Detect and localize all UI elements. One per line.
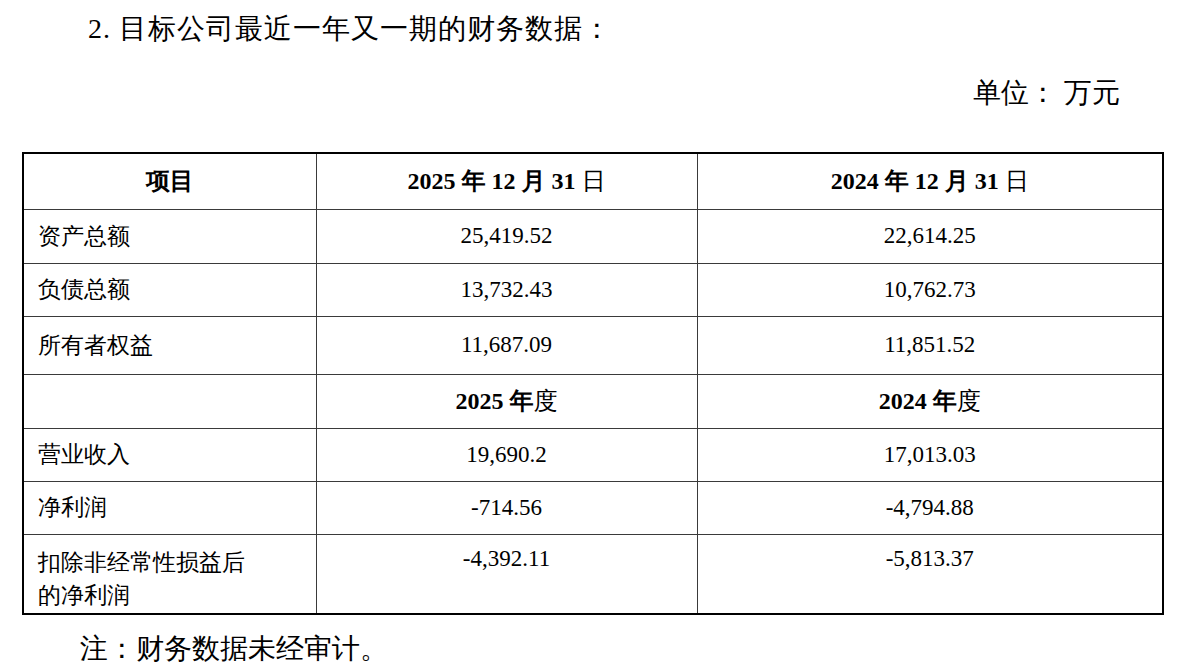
value-2024: -5,813.37: [697, 534, 1163, 614]
period-2024-cell: 2024 年度: [697, 374, 1163, 428]
header-date-2025-bold: 2025 年 12 月 31: [408, 168, 576, 194]
value-2024: -4,794.88: [697, 481, 1163, 534]
table-row-net-profit-excl-nonrecurring: 扣除非经常性损益后的净利润 -4,392.11 -5,813.37: [23, 534, 1163, 614]
table-row-operating-revenue: 营业收入 19,690.2 17,013.03: [23, 428, 1163, 481]
table-row-total-liabilities: 负债总额 13,732.43 10,762.73: [23, 263, 1163, 316]
value-2025: 25,419.52: [316, 209, 697, 263]
table-row-total-assets: 资产总额 25,419.52 22,614.25: [23, 209, 1163, 263]
row-label: 资产总额: [23, 209, 316, 263]
value-2025: -4,392.11: [316, 534, 697, 614]
period-2025-tail: 度: [534, 388, 558, 414]
value-2025: 19,690.2: [316, 428, 697, 481]
period-2025-bold: 2025 年: [456, 388, 534, 414]
financial-table: 项目 2025 年 12 月 31 日 2024 年 12 月 31 日 资产总…: [22, 152, 1164, 615]
value-2025: 13,732.43: [316, 263, 697, 316]
value-2024: 10,762.73: [697, 263, 1163, 316]
row-label-text: 扣除非经常性损益后的净利润: [38, 546, 260, 612]
header-item-cell: 项目: [23, 153, 316, 209]
row-label: 所有者权益: [23, 316, 316, 374]
table-header-row: 项目 2025 年 12 月 31 日 2024 年 12 月 31 日: [23, 153, 1163, 209]
row-label: 营业收入: [23, 428, 316, 481]
table-row-net-profit: 净利润 -714.56 -4,794.88: [23, 481, 1163, 534]
period-2025-cell: 2025 年度: [316, 374, 697, 428]
period-2024-tail: 度: [957, 388, 981, 414]
row-label: 净利润: [23, 481, 316, 534]
document-page: 2. 目标公司最近一年又一期的财务数据： 单位： 万元 项目 2025 年 12…: [0, 0, 1192, 670]
header-date-2024-cell: 2024 年 12 月 31 日: [697, 153, 1163, 209]
period-empty-cell: [23, 374, 316, 428]
section-title: 2. 目标公司最近一年又一期的财务数据：: [88, 10, 612, 48]
period-2024-bold: 2024 年: [879, 388, 957, 414]
row-label: 负债总额: [23, 263, 316, 316]
value-2025: 11,687.09: [316, 316, 697, 374]
header-date-2025-tail: 日: [576, 168, 606, 194]
value-2024: 22,614.25: [697, 209, 1163, 263]
value-2025: -714.56: [316, 481, 697, 534]
value-2024: 17,013.03: [697, 428, 1163, 481]
row-label: 扣除非经常性损益后的净利润: [23, 534, 316, 614]
table-row-owners-equity: 所有者权益 11,687.09 11,851.52: [23, 316, 1163, 374]
header-date-2024-bold: 2024 年 12 月 31: [831, 168, 999, 194]
header-date-2025-cell: 2025 年 12 月 31 日: [316, 153, 697, 209]
header-date-2024-tail: 日: [999, 168, 1029, 194]
footnote: 注：财务数据未经审计。: [80, 630, 388, 668]
unit-label: 单位： 万元: [973, 74, 1120, 112]
value-2024: 11,851.52: [697, 316, 1163, 374]
table-period-header-row: 2025 年度 2024 年度: [23, 374, 1163, 428]
